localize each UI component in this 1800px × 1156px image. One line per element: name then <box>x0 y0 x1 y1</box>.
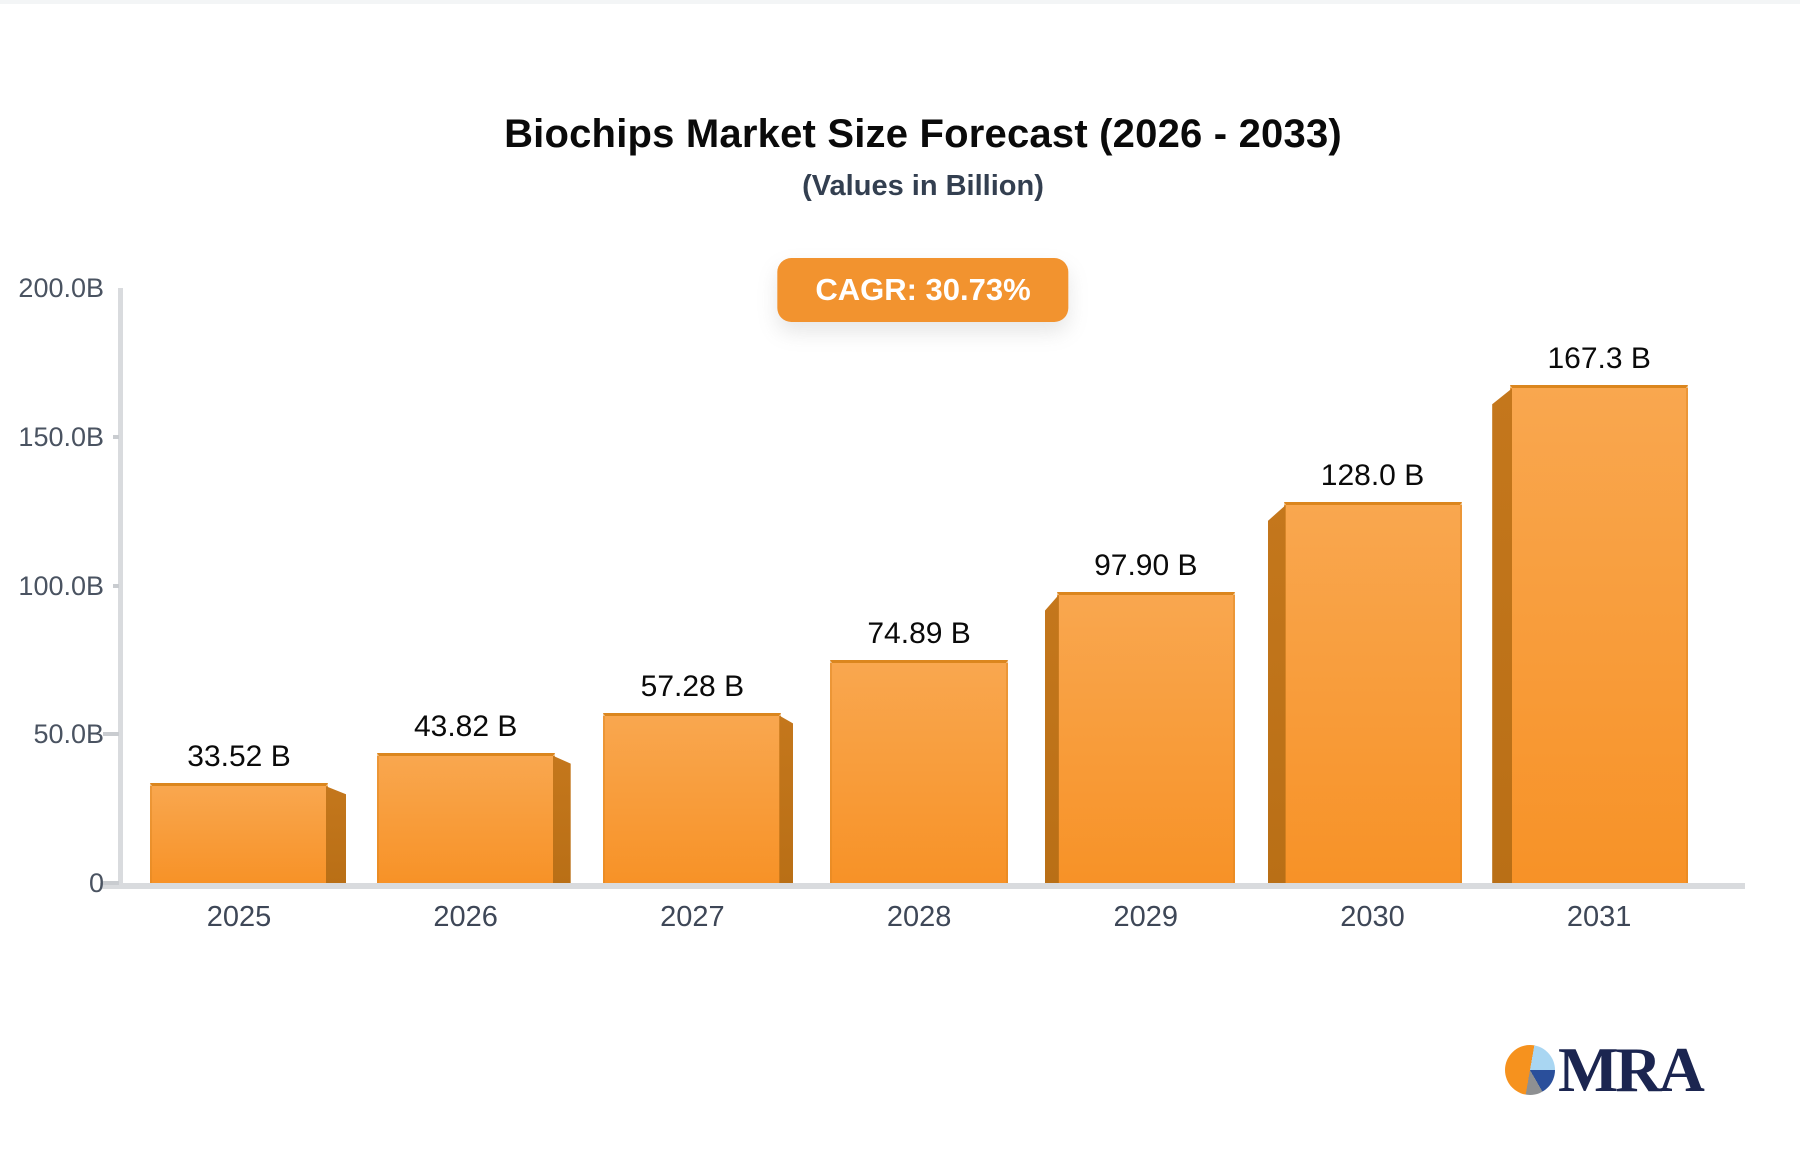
bar-value-label: 97.90 B <box>1094 548 1198 582</box>
mra-logo: MRA <box>1505 1034 1705 1105</box>
x-axis-label: 2025 <box>206 901 272 933</box>
bar-value-label: 128.0 B <box>1320 459 1425 493</box>
cagr-badge: CAGR: 30.73% <box>777 258 1069 322</box>
bar-side <box>779 715 794 883</box>
bar-value-label: 33.52 B <box>187 740 291 774</box>
bar-value-label: 167.3 B <box>1547 342 1651 376</box>
chart-title: Biochips Market Size Forecast (2026 - 20… <box>504 112 1342 156</box>
x-axis-line <box>100 883 1745 889</box>
y-axis-label: 150.0B <box>18 421 104 452</box>
bar-side <box>1267 505 1286 883</box>
bar-side <box>326 786 346 883</box>
y-axis-tick <box>103 732 119 737</box>
x-axis-label: 2030 <box>1340 901 1405 933</box>
y-axis-tick <box>103 881 119 885</box>
y-axis-label: 200.0B <box>18 273 104 303</box>
pie-chart-icon <box>1505 1045 1555 1095</box>
y-axis-label: 50.0B <box>33 719 104 750</box>
y-axis-tick <box>113 583 119 588</box>
bar-side <box>1044 594 1059 883</box>
bar-side <box>1492 388 1513 883</box>
bar-side <box>552 755 571 883</box>
y-axis-line <box>118 288 123 889</box>
y-axis-label: 100.0B <box>18 570 104 601</box>
x-axis-label: 2027 <box>660 901 725 933</box>
y-axis-label: 0 <box>88 868 104 898</box>
x-axis-label: 2031 <box>1566 901 1632 933</box>
chart-subtitle: (Values in Billion) <box>802 170 1044 202</box>
logo-text: MRA <box>1558 1034 1705 1105</box>
bar: 167.3 B <box>1492 342 1689 883</box>
x-axis-label: 2026 <box>433 901 498 933</box>
bar: 128.0 B <box>1267 459 1462 883</box>
bar: 74.89 B <box>830 617 1009 883</box>
bar-value-label: 43.82 B <box>413 709 518 743</box>
bar: 43.82 B <box>376 710 571 883</box>
bar: 97.90 B <box>1044 549 1235 883</box>
bar: 57.28 B <box>603 670 794 883</box>
x-axis-label: 2028 <box>886 901 952 933</box>
bar-value-label: 57.28 B <box>640 669 745 703</box>
bar-value-label: 74.89 B <box>867 617 971 651</box>
y-axis-tick <box>113 434 119 439</box>
page-top-edge <box>0 0 1800 4</box>
bar: 33.52 B <box>150 740 346 883</box>
x-axis-label: 2029 <box>1113 901 1179 933</box>
